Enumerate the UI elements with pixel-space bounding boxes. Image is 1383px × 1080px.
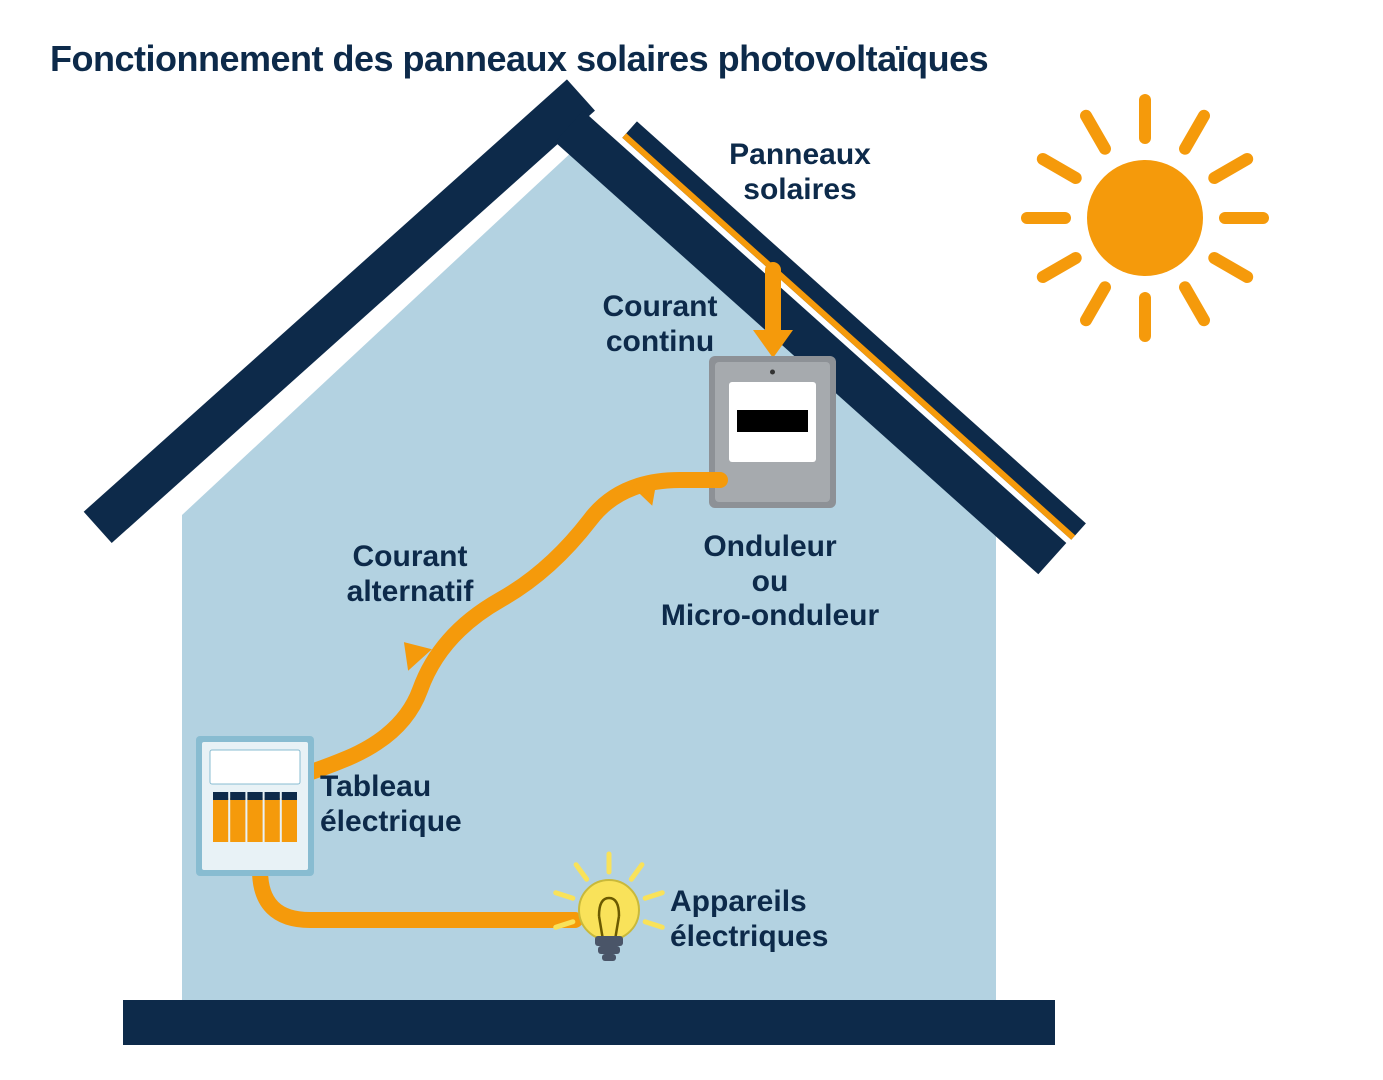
board-window [210, 750, 300, 784]
breaker-switch [282, 792, 297, 800]
sun-ray [1185, 287, 1204, 320]
bulb-base [598, 946, 620, 954]
page-title: Fonctionnement des panneaux solaires pho… [50, 38, 988, 80]
bulb-base [602, 954, 616, 961]
sun-ray [1214, 159, 1247, 178]
inverter-display [737, 410, 808, 432]
sun-ray [1043, 258, 1076, 277]
label-ac: Courant alternatif [300, 540, 520, 609]
breaker [213, 798, 228, 842]
sun-ray [1185, 116, 1204, 149]
house-base [123, 1000, 1055, 1045]
label-inverter: Onduleur ou Micro-onduleur [620, 530, 920, 634]
label-appliances: Appareils électriques [670, 885, 910, 954]
breaker-switch [265, 792, 280, 800]
sun-ray [1086, 287, 1105, 320]
sun-icon [1087, 160, 1203, 276]
breaker-switch [213, 792, 228, 800]
breaker [247, 798, 262, 842]
label-board: Tableau électrique [320, 770, 540, 839]
breaker-switch [247, 792, 262, 800]
sun-ray [1086, 116, 1105, 149]
label-dc: Courant continu [570, 290, 750, 359]
breaker [230, 798, 245, 842]
lightbulb-icon [579, 880, 639, 940]
sun-ray [1043, 159, 1076, 178]
breaker-switch [230, 792, 245, 800]
breaker [265, 798, 280, 842]
breaker [282, 798, 297, 842]
sun-ray [1214, 258, 1247, 277]
inverter-led [770, 370, 775, 375]
bulb-base [595, 936, 623, 946]
label-panels: Panneaux solaires [690, 138, 910, 207]
